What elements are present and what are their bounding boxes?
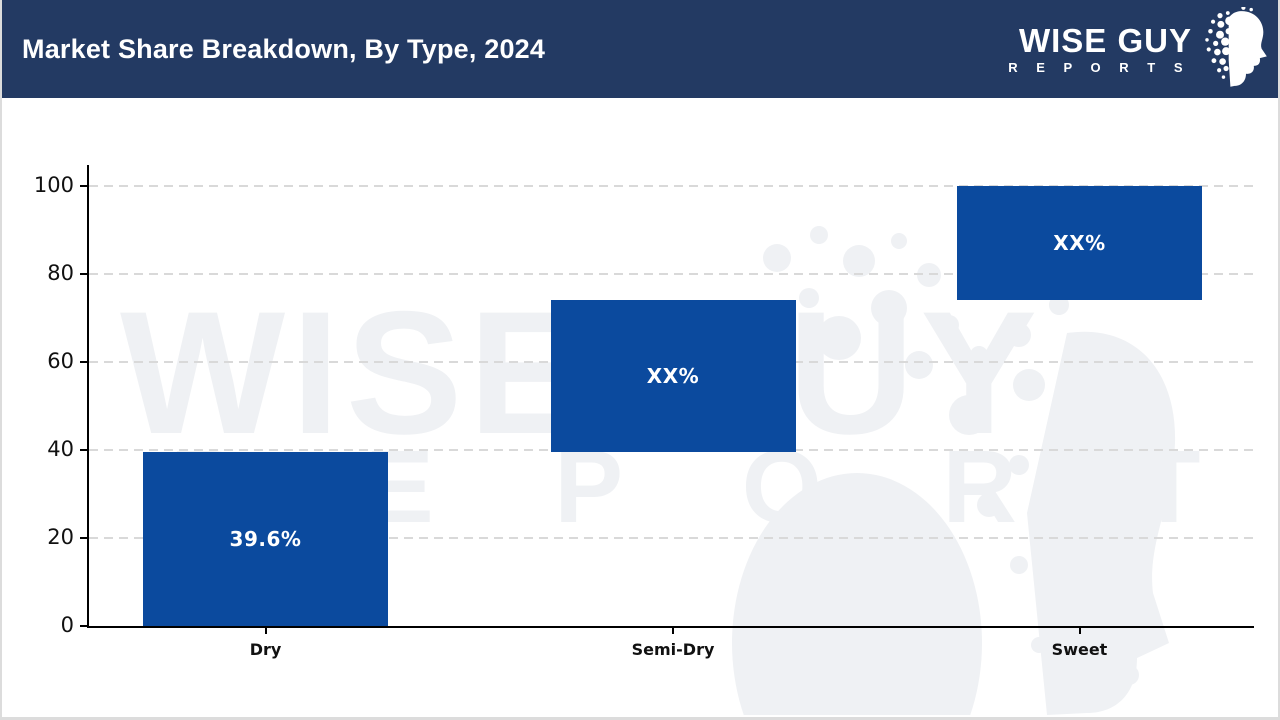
y-axis-line: [87, 165, 89, 626]
y-axis-tick-label: 20: [47, 525, 74, 549]
y-axis-tick-label: 100: [33, 173, 74, 197]
y-axis-tick: [80, 185, 87, 187]
y-axis-tick-label: 60: [47, 349, 74, 373]
y-gridline: [89, 537, 1254, 539]
wiseguy-face-icon: [1205, 7, 1267, 87]
y-axis-tick-label: 80: [47, 261, 74, 285]
x-category-label: Semi-Dry: [631, 640, 715, 659]
bar-sweet: XX%: [957, 186, 1202, 300]
x-axis-tick: [1078, 628, 1081, 634]
page-title: Market Share Breakdown, By Type, 2024: [22, 33, 546, 64]
y-axis-tick-label: 40: [47, 437, 74, 461]
y-axis-tick: [80, 625, 87, 627]
y-axis-tick: [80, 273, 87, 275]
wiseguy-logo: WISE GUY R E P O R T S: [1008, 4, 1272, 94]
bar-value-label: XX%: [1053, 230, 1106, 255]
bar-dry: 39.6%: [143, 451, 388, 626]
chart-area: WISE GUY R E P O R T S: [2, 98, 1278, 715]
bar-semi-dry: XX%: [550, 299, 796, 452]
y-axis-tick-label: 0: [60, 613, 74, 637]
logo-text: WISE GUY R E P O R T S: [1008, 21, 1192, 75]
logo-wordmark: WISE GUY: [1018, 21, 1192, 59]
x-axis-tick: [672, 628, 674, 634]
x-axis-tick: [264, 628, 267, 634]
watermark-face-icon: [732, 226, 1176, 715]
bar-value-label: 39.6%: [229, 526, 302, 551]
y-gridline: [89, 185, 1254, 187]
y-axis-tick: [80, 449, 87, 451]
header: Market Share Breakdown, By Type, 2024 WI…: [2, 0, 1278, 98]
x-axis-line: [87, 626, 1254, 628]
y-axis-tick: [80, 361, 87, 363]
plot: 0 20 40 60 80 100 39.6% Dry XX% Semi-Dry XX% Sweet: [2, 98, 1278, 715]
bar-value-label: XX%: [646, 363, 700, 388]
x-category-label: Sweet: [1051, 640, 1108, 659]
x-category-label: Dry: [249, 640, 282, 659]
logo-subtext: R E P O R T S: [1008, 59, 1190, 75]
y-axis-tick: [80, 537, 87, 539]
y-gridline: [89, 273, 1254, 275]
